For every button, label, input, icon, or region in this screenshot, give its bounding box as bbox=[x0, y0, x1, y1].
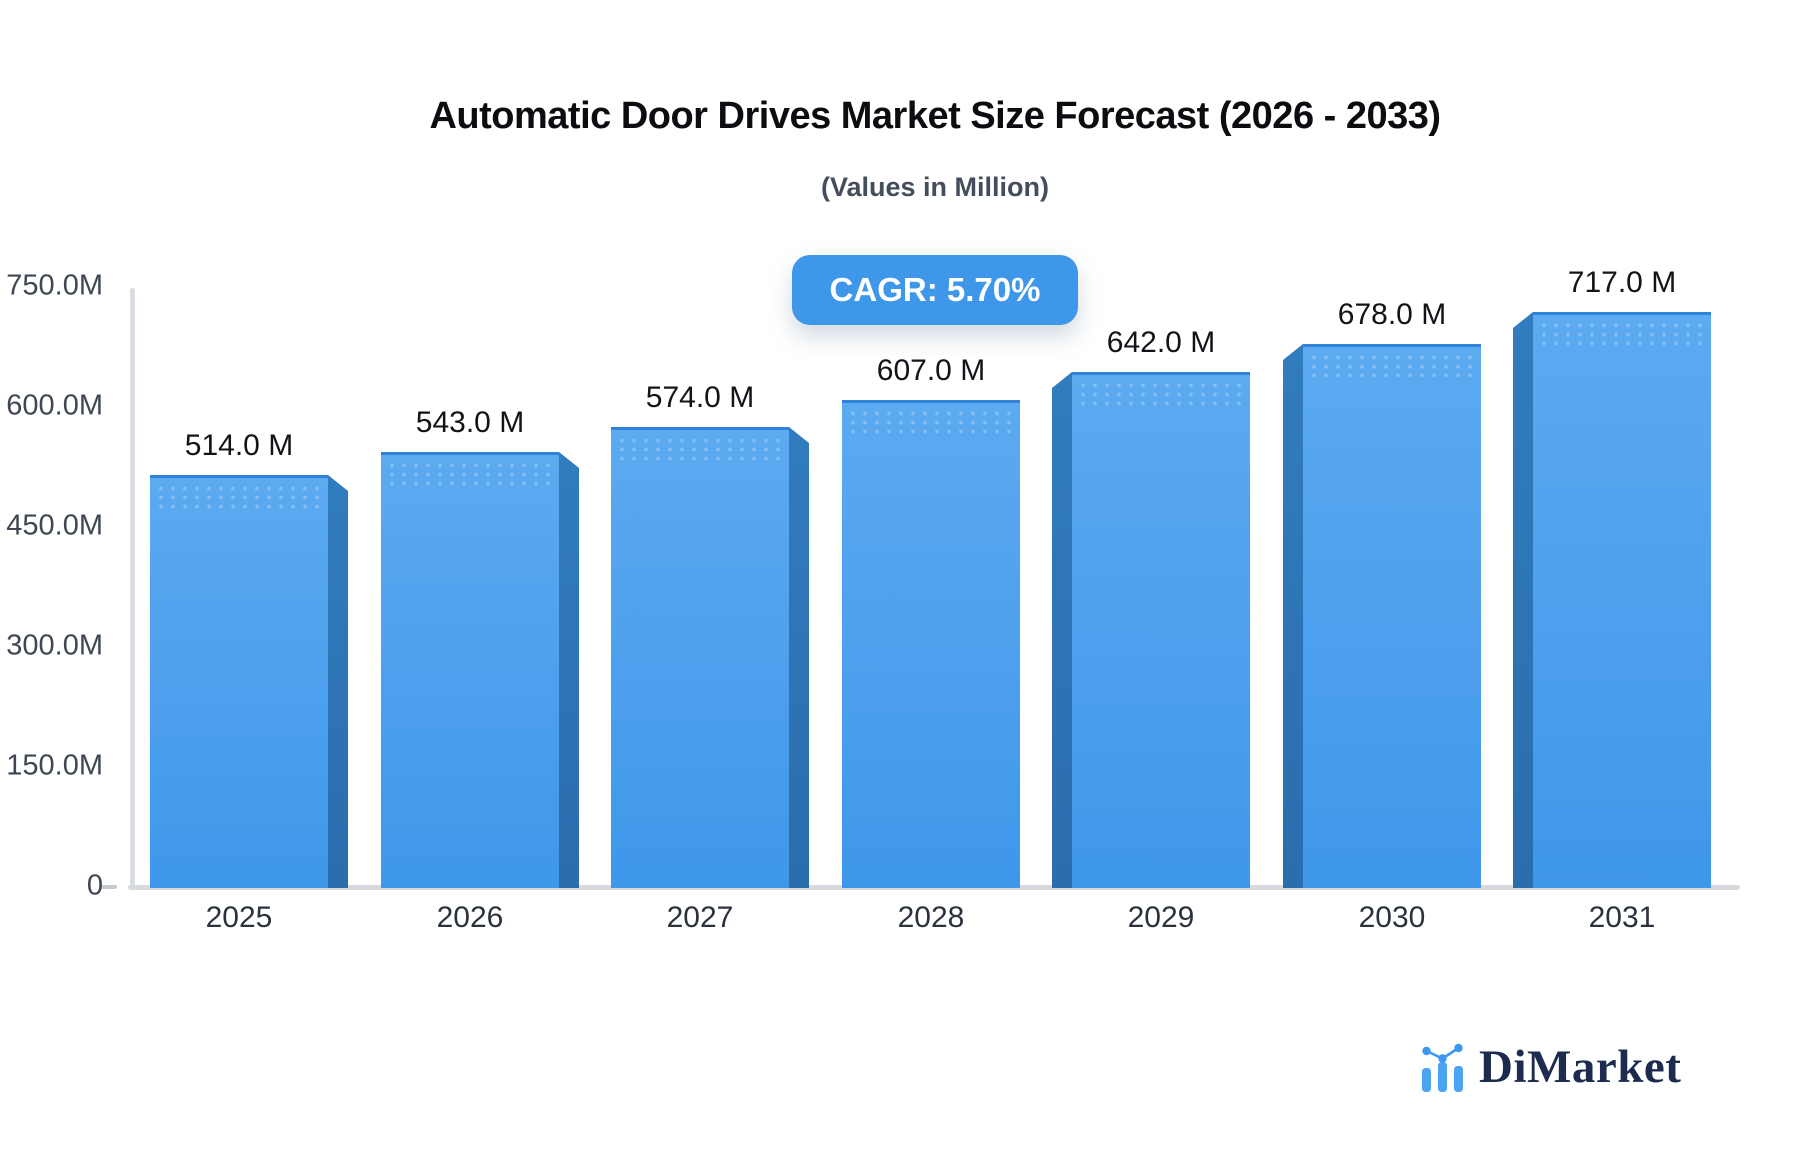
bar-value-label: 543.0 M bbox=[415, 406, 525, 439]
bar-value-label: 678.0 M bbox=[1337, 298, 1447, 331]
bar-side-panel bbox=[789, 427, 809, 888]
bar-2029[interactable] bbox=[1072, 372, 1250, 888]
bar-2025[interactable] bbox=[150, 475, 328, 888]
bar-value-label: 642.0 M bbox=[1106, 326, 1216, 359]
cagr-badge: CAGR: 5.70% bbox=[791, 255, 1079, 325]
bar-2028[interactable] bbox=[842, 400, 1020, 888]
zero-tick-mark bbox=[100, 885, 117, 889]
bar-side-panel bbox=[1052, 372, 1072, 888]
y-axis-label: 0 bbox=[86, 869, 103, 902]
bar-texture bbox=[1308, 353, 1476, 379]
bar-2026[interactable] bbox=[381, 452, 559, 888]
bar-side-panel bbox=[328, 475, 348, 888]
y-axis-label: 150.0M bbox=[6, 749, 103, 782]
brand-name: DiMarket bbox=[1479, 1041, 1682, 1093]
x-axis-label: 2027 bbox=[666, 901, 734, 934]
bar-texture bbox=[1077, 381, 1245, 407]
x-axis-label: 2028 bbox=[897, 901, 965, 934]
dimarket-logo: DiMarket bbox=[1420, 1038, 1681, 1096]
y-axis-label: 600.0M bbox=[6, 389, 103, 422]
cagr-badge-wrap: CAGR: 5.70% bbox=[130, 255, 1740, 325]
chart-title: Automatic Door Drives Market Size Foreca… bbox=[429, 95, 1441, 137]
y-axis-label: 450.0M bbox=[6, 509, 103, 542]
bar-value-label: 574.0 M bbox=[645, 381, 755, 414]
bar-texture bbox=[155, 484, 323, 510]
bar-texture bbox=[847, 409, 1015, 435]
bar-value-label: 514.0 M bbox=[184, 429, 294, 462]
x-axis-label: 2031 bbox=[1588, 901, 1656, 934]
bar-texture bbox=[1538, 321, 1706, 347]
x-axis-label: 2026 bbox=[436, 901, 504, 934]
bar-side-panel bbox=[1513, 312, 1533, 888]
x-axis-label: 2025 bbox=[205, 901, 273, 934]
y-axis-label: 300.0M bbox=[6, 629, 103, 662]
bar-2027[interactable] bbox=[611, 427, 789, 888]
chart-subtitle: (Values in Million) bbox=[820, 172, 1050, 202]
bar-2030[interactable] bbox=[1303, 344, 1481, 888]
bar-texture bbox=[616, 436, 784, 462]
bar-texture bbox=[386, 461, 554, 487]
y-axis-line bbox=[130, 288, 135, 889]
x-axis-label: 2029 bbox=[1127, 901, 1195, 934]
bar-side-panel bbox=[1283, 344, 1303, 888]
x-axis-label: 2030 bbox=[1358, 901, 1426, 934]
bar-2031[interactable] bbox=[1533, 312, 1711, 888]
bar-side-panel bbox=[559, 452, 579, 888]
bar-value-label: 607.0 M bbox=[876, 354, 986, 387]
bar-value-label: 717.0 M bbox=[1567, 266, 1677, 299]
y-axis-label: 750.0M bbox=[6, 269, 103, 302]
bar-chart-logo-icon bbox=[1422, 1043, 1463, 1092]
